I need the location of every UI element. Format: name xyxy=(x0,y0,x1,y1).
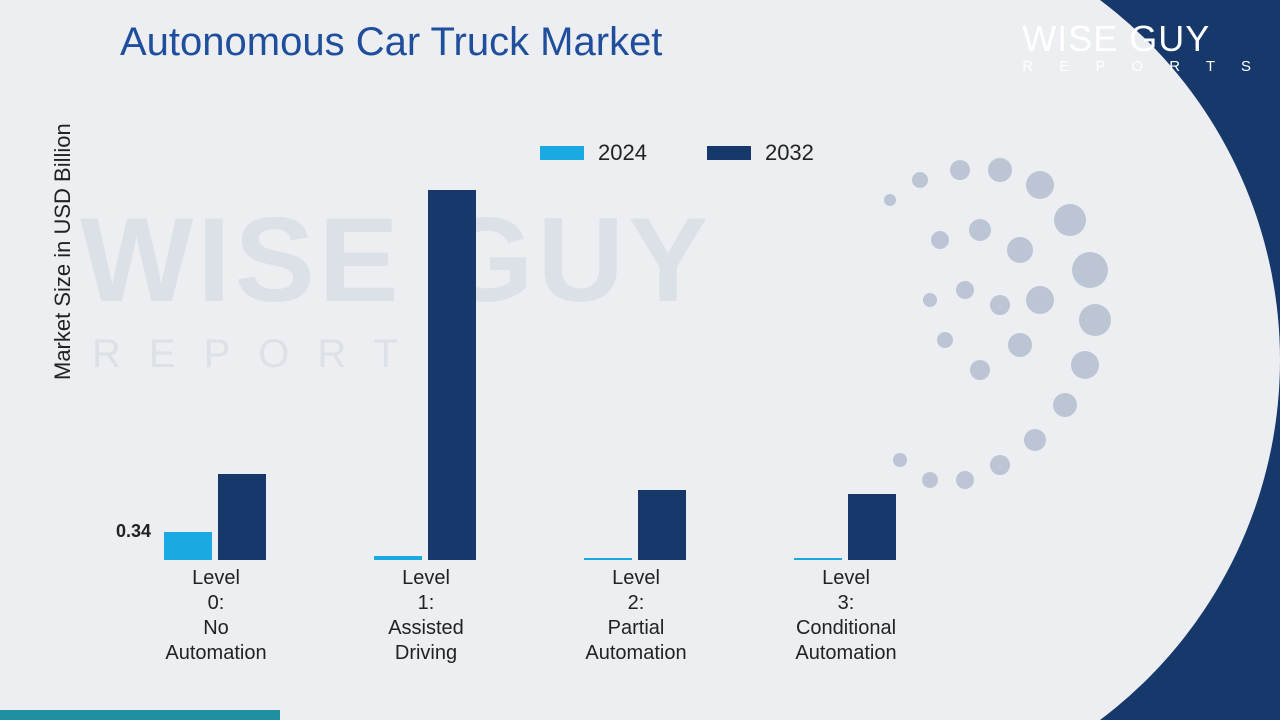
legend-swatch-2024 xyxy=(540,146,584,160)
bar xyxy=(164,532,212,560)
plot-area: 0.34 xyxy=(120,190,940,560)
bar xyxy=(848,494,896,560)
legend-label-2032: 2032 xyxy=(765,140,814,166)
legend-label-2024: 2024 xyxy=(598,140,647,166)
x-axis-label: Level2:PartialAutomation xyxy=(556,566,716,666)
y-axis-label: Market Size in USD Billion xyxy=(50,123,76,380)
x-axis-label: Level0:NoAutomation xyxy=(136,566,296,666)
brand-logo-sub: R E P O R T S xyxy=(1022,58,1262,75)
bar xyxy=(794,558,842,560)
bar xyxy=(218,474,266,560)
legend: 2024 2032 xyxy=(540,140,814,166)
bar xyxy=(428,190,476,560)
chart-title: Autonomous Car Truck Market xyxy=(120,20,662,65)
x-axis-label: Level1:AssistedDriving xyxy=(346,566,506,666)
x-axis-label: Level3:ConditionalAutomation xyxy=(766,566,926,666)
brand-logo: WISE GUY R E P O R T S xyxy=(1022,18,1262,75)
chart-canvas: WISE GUY R E P O R T S WISE GUY REPORTS … xyxy=(0,0,1280,720)
bar xyxy=(638,490,686,560)
bar-value-label: 0.34 xyxy=(116,521,151,542)
legend-item-2024: 2024 xyxy=(540,140,647,166)
brand-logo-main: WISE GUY xyxy=(1022,18,1262,60)
bottom-accent-strip xyxy=(0,710,280,720)
legend-item-2032: 2032 xyxy=(707,140,814,166)
legend-swatch-2032 xyxy=(707,146,751,160)
bar xyxy=(584,558,632,560)
bar xyxy=(374,556,422,560)
